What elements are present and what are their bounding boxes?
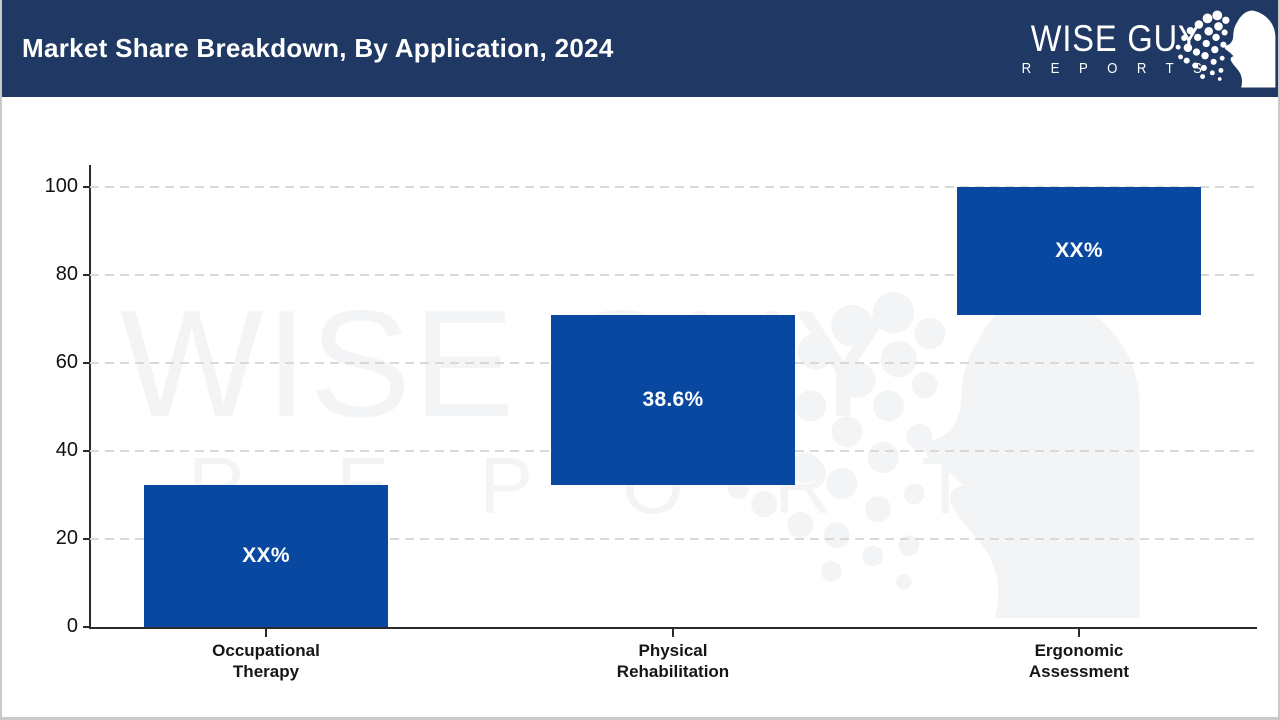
y-tick-label-40: 40 bbox=[55, 439, 78, 461]
y-tick-80 bbox=[83, 274, 90, 276]
bar-segment-1: XX% bbox=[144, 484, 388, 627]
x-tick-3 bbox=[1078, 629, 1080, 637]
y-tick-label-100: 100 bbox=[44, 175, 78, 197]
gridline-80 bbox=[90, 274, 1255, 276]
gridline-100 bbox=[90, 186, 1255, 188]
y-tick-100 bbox=[83, 186, 90, 188]
y-tick-label-80: 80 bbox=[55, 263, 78, 285]
x-axis-label-3: Ergonomic Assessment bbox=[1028, 641, 1130, 681]
bar-value-label: XX% bbox=[242, 543, 290, 567]
brand-logo-text: WISE GUY R E P O R T S bbox=[1022, 20, 1210, 78]
brand-logo-subtext: R E P O R T S bbox=[1021, 60, 1210, 77]
y-tick-40 bbox=[83, 450, 90, 452]
brand-logo-face-icon bbox=[1175, 10, 1276, 88]
y-tick-0 bbox=[83, 626, 90, 628]
chart-title: Market Share Breakdown, By Application, … bbox=[22, 33, 614, 63]
y-tick-label-20: 20 bbox=[55, 527, 78, 549]
x-tick-1 bbox=[265, 629, 267, 637]
y-tick-60 bbox=[83, 362, 90, 364]
x-axis-line bbox=[89, 627, 1257, 629]
x-axis-label-2: Physical Rehabilitation bbox=[616, 641, 730, 681]
bar-segment-3: XX% bbox=[957, 187, 1201, 316]
bar-value-label: XX% bbox=[1055, 239, 1103, 263]
y-tick-label-60: 60 bbox=[55, 351, 78, 373]
y-tick-20 bbox=[83, 538, 90, 540]
bar-value-label: 38.6% bbox=[642, 387, 704, 411]
y-tick-label-0: 0 bbox=[66, 615, 78, 637]
brand-logo: WISE GUY R E P O R T S bbox=[1022, 4, 1276, 94]
gridline-20 bbox=[90, 538, 1255, 540]
x-axis-label-1: Occupational Therapy bbox=[212, 641, 320, 681]
bar-segment-2: 38.6% bbox=[551, 315, 795, 485]
y-axis-line bbox=[89, 165, 91, 629]
header-bar: Market Share Breakdown, By Application, … bbox=[2, 0, 1278, 97]
brand-logo-wordmark: WISE GUY bbox=[1031, 18, 1201, 59]
x-tick-2 bbox=[672, 629, 674, 637]
